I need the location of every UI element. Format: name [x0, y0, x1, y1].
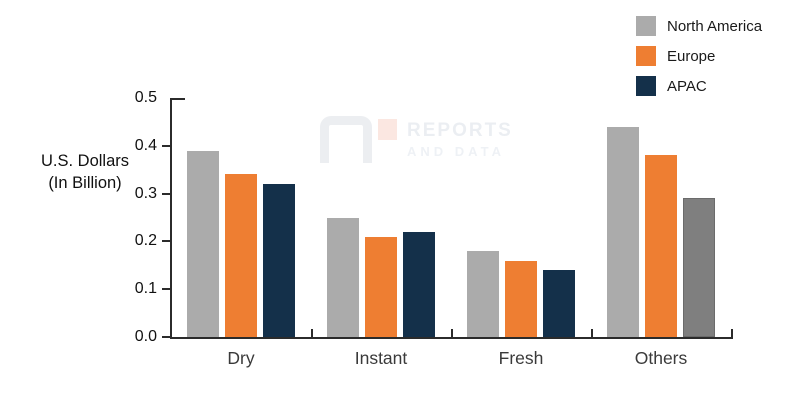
x-axis-line [170, 337, 733, 339]
plot-area: 0.0 0.1 0.2 0.3 0.4 0.5 Dry Instant Fresh Others [135, 89, 770, 368]
bar-dry-north-america [187, 150, 219, 337]
y-tick-label: 0.1 [134, 280, 157, 298]
x-tick [311, 329, 313, 337]
category-label-instant: Instant [354, 348, 408, 368]
legend-label: North America [667, 17, 763, 35]
bar-instant-europe [365, 236, 397, 337]
legend-item: Europe [636, 46, 762, 66]
bar-dry-europe [225, 174, 257, 337]
y-tick-label: 0.0 [134, 328, 157, 345]
bar-dry-apac [263, 184, 295, 337]
bar-others-north-america [607, 126, 639, 337]
y-axis-line [170, 98, 172, 339]
y-tick-label: 0.5 [134, 89, 157, 106]
legend-item: North America [636, 16, 762, 36]
x-tick [451, 329, 453, 337]
watermark: REPORTS AND DATA [320, 116, 513, 163]
y-axis-title: U.S. Dollars (In Billion) [5, 150, 165, 194]
y-axis-top-cap [172, 98, 185, 100]
category-label-others: Others [634, 348, 688, 368]
y-axis-title-line2: (In Billion) [48, 174, 122, 192]
legend-item: APAC [636, 76, 762, 96]
bar-instant-north-america [327, 217, 359, 337]
legend: North America Europe APAC [636, 16, 762, 106]
bar-others-europe [645, 155, 677, 337]
legend-label: APAC [667, 77, 707, 95]
watermark-logo-square-icon [378, 119, 397, 140]
y-tick-label: 0.3 [134, 184, 157, 202]
legend-swatch-icon [636, 46, 656, 66]
reports-and-data-logo-icon [320, 116, 372, 163]
y-tick-label: 0.4 [134, 136, 157, 154]
y-axis-title-line1: U.S. Dollars [40, 152, 130, 170]
y-tick [162, 288, 170, 291]
y-tick [162, 336, 170, 338]
bar-instant-apac [403, 231, 435, 337]
bar-fresh-apac [543, 270, 575, 337]
y-tick-label: 0.2 [134, 232, 157, 250]
category-label-dry: Dry [227, 348, 255, 368]
watermark-text: REPORTS AND DATA [407, 120, 513, 159]
y-tick [162, 240, 170, 243]
watermark-line1: REPORTS [407, 120, 513, 141]
legend-swatch-icon [636, 76, 656, 96]
bar-others-apac [683, 198, 715, 337]
x-tick [591, 329, 593, 337]
y-tick [162, 144, 170, 147]
watermark-line2: AND DATA [407, 144, 505, 159]
legend-label: Europe [667, 47, 716, 65]
y-tick [162, 192, 170, 195]
legend-swatch-icon [636, 16, 656, 36]
category-label-fresh: Fresh [498, 348, 544, 368]
bar-fresh-europe [505, 260, 537, 337]
bar-fresh-north-america [467, 250, 499, 337]
x-axis-end-cap [731, 329, 733, 337]
